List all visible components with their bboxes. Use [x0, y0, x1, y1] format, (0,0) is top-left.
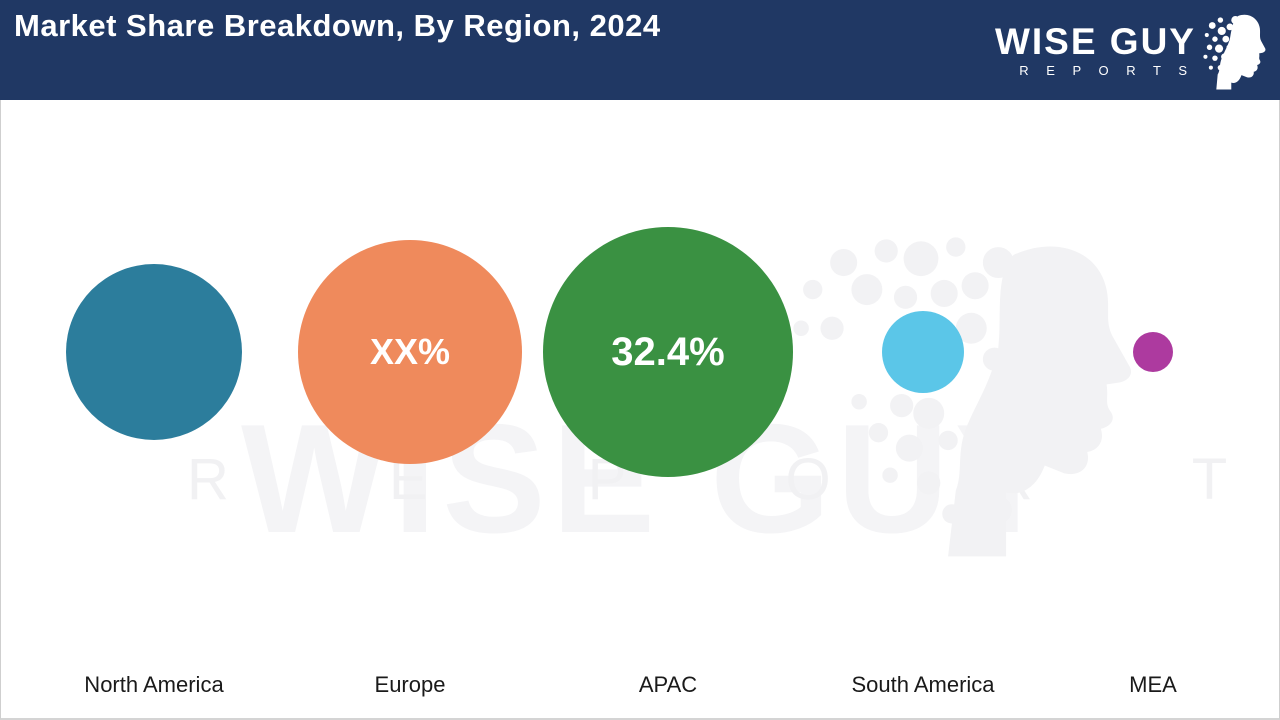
bubble-value-label-europe: XX% — [369, 331, 451, 372]
category-label-south-america: South America — [851, 672, 995, 697]
watermark-head-icon — [793, 237, 1132, 557]
wise-guy-logo: WISE GUY R E P O R T S — [995, 6, 1268, 94]
logo-wordmark: WISE GUY — [994, 20, 1196, 62]
header-bar: Market Share Breakdown, By Region, 2024 … — [0, 0, 1280, 100]
category-label-north-america: North America — [84, 672, 224, 697]
bubble-europe[interactable]: XX% — [298, 240, 522, 464]
bubble-value-label-apac: 32.4% — [611, 329, 725, 374]
bubble-mea[interactable] — [1133, 332, 1173, 372]
logo-subtitle: R E P O R T S — [1019, 62, 1194, 78]
bubble-north-america[interactable] — [66, 264, 242, 440]
bubble-apac[interactable]: 32.4% — [543, 227, 793, 477]
head-profile-icon — [1203, 14, 1266, 90]
page-title: Market Share Breakdown, By Region, 2024 — [14, 8, 661, 43]
bubble-chart: WISE GUY R E P O R T S XX%32.4% North Am… — [0, 100, 1280, 720]
bubble-south-america[interactable] — [882, 311, 964, 393]
category-label-mea: MEA — [1129, 672, 1177, 697]
logo-text: WISE GUY R E P O R T S — [995, 23, 1196, 78]
category-label-apac: APAC — [638, 672, 698, 697]
category-label-europe: Europe — [374, 672, 446, 697]
